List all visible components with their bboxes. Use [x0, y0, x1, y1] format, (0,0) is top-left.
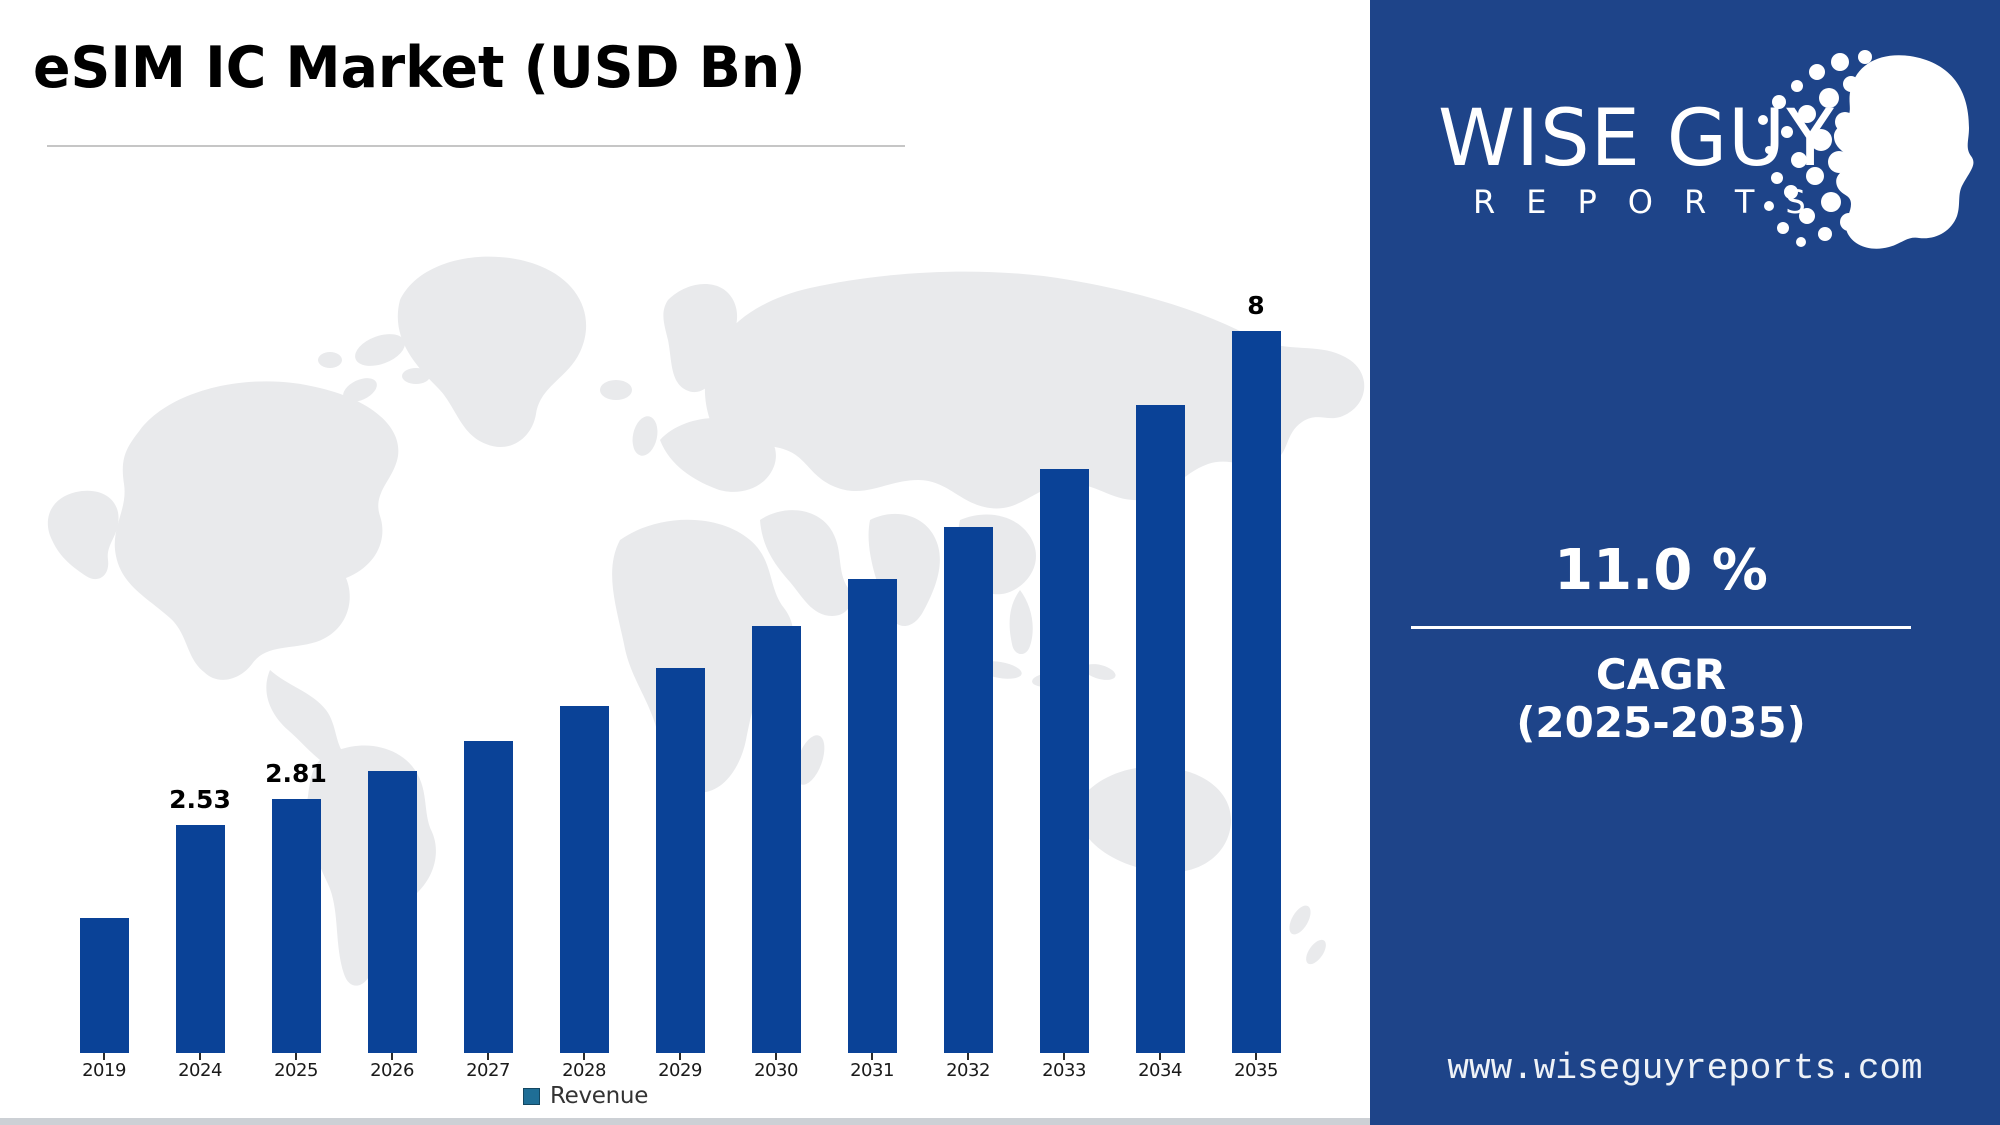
logo-head-icon — [1758, 50, 1974, 249]
x-axis-label-2032: 2032 — [946, 1060, 990, 1081]
x-axis-tick-2030 — [775, 1053, 777, 1060]
website-link[interactable]: www.wiseguyreports.com — [1447, 1048, 1923, 1089]
x-axis-tick-2024 — [199, 1053, 201, 1060]
x-axis-tick-2035 — [1255, 1053, 1257, 1060]
x-axis-tick-2034 — [1159, 1053, 1161, 1060]
bar-2031 — [847, 579, 897, 1053]
bar-value-label-2035: 8 — [1247, 291, 1265, 320]
x-axis-tick-2028 — [583, 1053, 585, 1060]
legend: Revenue — [523, 1083, 648, 1109]
bar-2035 — [1231, 331, 1281, 1053]
cagr-block: 11.0 % CAGR (2025-2035) — [1370, 540, 2000, 747]
bar-value-label-2025: 2.81 — [265, 759, 327, 788]
x-axis-tick-2032 — [967, 1053, 969, 1060]
brand-sidebar: WISE GUY REPORTS 11.0 % CAGR — [1370, 0, 2000, 1125]
x-axis-tick-2026 — [391, 1053, 393, 1060]
x-axis-label-2029: 2029 — [658, 1060, 702, 1081]
x-axis-label-2026: 2026 — [370, 1060, 414, 1081]
bar-value-label-2024: 2.53 — [169, 785, 231, 814]
bar-2033 — [1039, 469, 1089, 1053]
bar-2029 — [655, 668, 705, 1053]
x-axis-label-2031: 2031 — [850, 1060, 894, 1081]
bar-2027 — [463, 741, 513, 1053]
cagr-label: CAGR — [1595, 649, 1727, 699]
cagr-divider — [1411, 625, 1911, 629]
x-axis-label-2035: 2035 — [1234, 1060, 1278, 1081]
bar-2026 — [367, 771, 417, 1053]
chart-panel: eSIM IC Market (USD Bn) — [0, 35, 1370, 1125]
logo-wordmark: WISE GUY — [1438, 94, 1835, 184]
bar-2024 — [175, 825, 225, 1053]
world-map-background — [47, 256, 1365, 986]
x-axis-tick-2025 — [295, 1053, 297, 1060]
legend-label-revenue: Revenue — [550, 1083, 649, 1109]
cagr-value: 11.0 % — [1554, 538, 1768, 603]
x-axis-tick-2029 — [679, 1053, 681, 1060]
bar-2034 — [1135, 405, 1185, 1053]
x-axis-label-2024: 2024 — [178, 1060, 222, 1081]
x-axis-tick-2019 — [103, 1053, 105, 1060]
bar-2025 — [271, 799, 321, 1053]
x-axis-label-2033: 2033 — [1042, 1060, 1086, 1081]
cagr-range: (2025-2035) — [1516, 697, 1806, 747]
chart-title: eSIM IC Market (USD Bn) — [33, 35, 806, 101]
bottom-strip — [0, 1118, 1370, 1125]
x-axis-label-2034: 2034 — [1138, 1060, 1182, 1081]
bar-2019 — [79, 918, 129, 1053]
x-axis-tick-2031 — [871, 1053, 873, 1060]
bar-2028 — [559, 706, 609, 1053]
legend-swatch-revenue — [523, 1087, 540, 1105]
x-axis-tick-2033 — [1063, 1053, 1065, 1060]
bar-2030 — [751, 626, 801, 1053]
title-underline — [47, 145, 905, 147]
x-axis-tick-2027 — [487, 1053, 489, 1060]
x-axis-label-2030: 2030 — [754, 1060, 798, 1081]
x-axis-label-2028: 2028 — [562, 1060, 606, 1081]
x-axis-label-2019: 2019 — [82, 1060, 126, 1081]
x-axis-label-2027: 2027 — [466, 1060, 510, 1081]
logo-wordmark-sub: REPORTS — [1473, 183, 1837, 221]
x-axis-label-2025: 2025 — [274, 1060, 318, 1081]
bar-2032 — [943, 527, 993, 1053]
bar-plot: 2019 2024 2.53 2025 2.81 2026 2027 2028 2029 2030… — [79, 291, 1281, 1081]
